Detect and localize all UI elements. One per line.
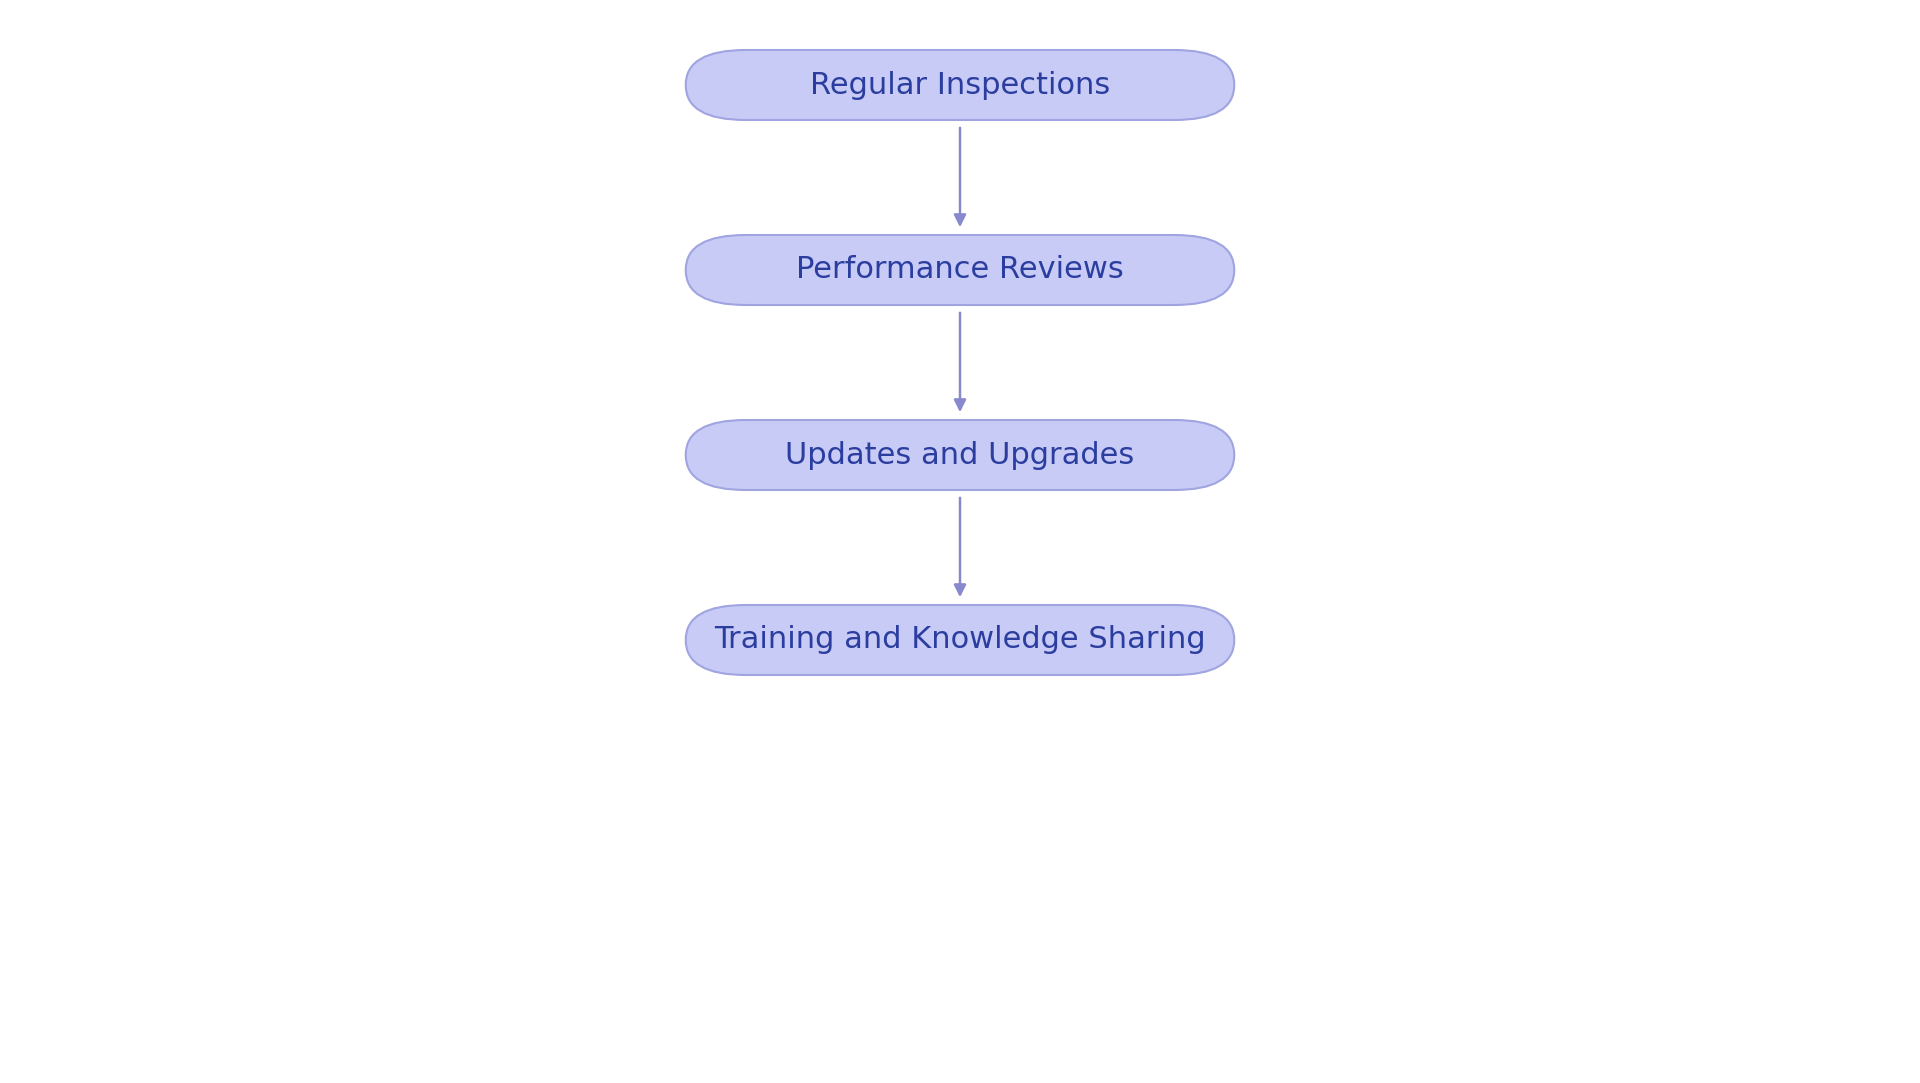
Text: Regular Inspections: Regular Inspections [810, 70, 1110, 100]
FancyBboxPatch shape [685, 50, 1235, 120]
FancyBboxPatch shape [685, 235, 1235, 305]
FancyBboxPatch shape [685, 605, 1235, 675]
FancyBboxPatch shape [685, 420, 1235, 490]
Text: Performance Reviews: Performance Reviews [797, 256, 1123, 285]
Text: Updates and Upgrades: Updates and Upgrades [785, 441, 1135, 470]
Text: Training and Knowledge Sharing: Training and Knowledge Sharing [714, 626, 1206, 654]
